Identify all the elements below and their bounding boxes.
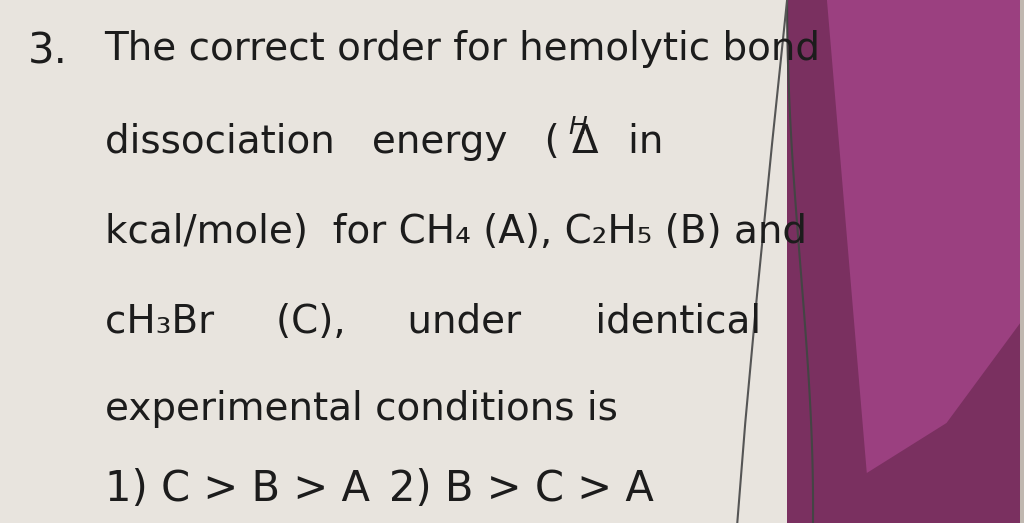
Bar [0,105,866,157]
Text: experimental conditions is: experimental conditions is [104,390,617,428]
Polygon shape [757,0,1020,523]
Text: kcal/mole)  for CH₄ (A), C₂H₅ (B) and: kcal/mole) for CH₄ (A), C₂H₅ (B) and [104,213,807,251]
Text: The correct order for hemolytic bond: The correct order for hemolytic bond [104,30,820,68]
Polygon shape [0,0,787,523]
Bar [0,262,866,314]
Bar [0,209,866,262]
Bar [0,52,866,105]
Bar [0,0,866,52]
Text: 2) B > C > A: 2) B > C > A [388,468,653,510]
Text: in: in [591,123,664,161]
Text: 3.: 3. [28,30,68,72]
Bar [0,366,866,418]
Bar [0,314,866,366]
Text: H: H [568,115,587,139]
Bar [0,157,866,209]
Bar [0,418,866,471]
Text: 1) C > B > A: 1) C > B > A [104,468,370,510]
FancyBboxPatch shape [0,0,866,523]
Polygon shape [817,0,1020,473]
Text: cH₃Br     (C),     under      identical: cH₃Br (C), under identical [104,303,761,341]
Text: dissociation   energy   ( Δ: dissociation energy ( Δ [104,123,598,161]
Bar [0,471,866,523]
Polygon shape [727,0,1020,523]
